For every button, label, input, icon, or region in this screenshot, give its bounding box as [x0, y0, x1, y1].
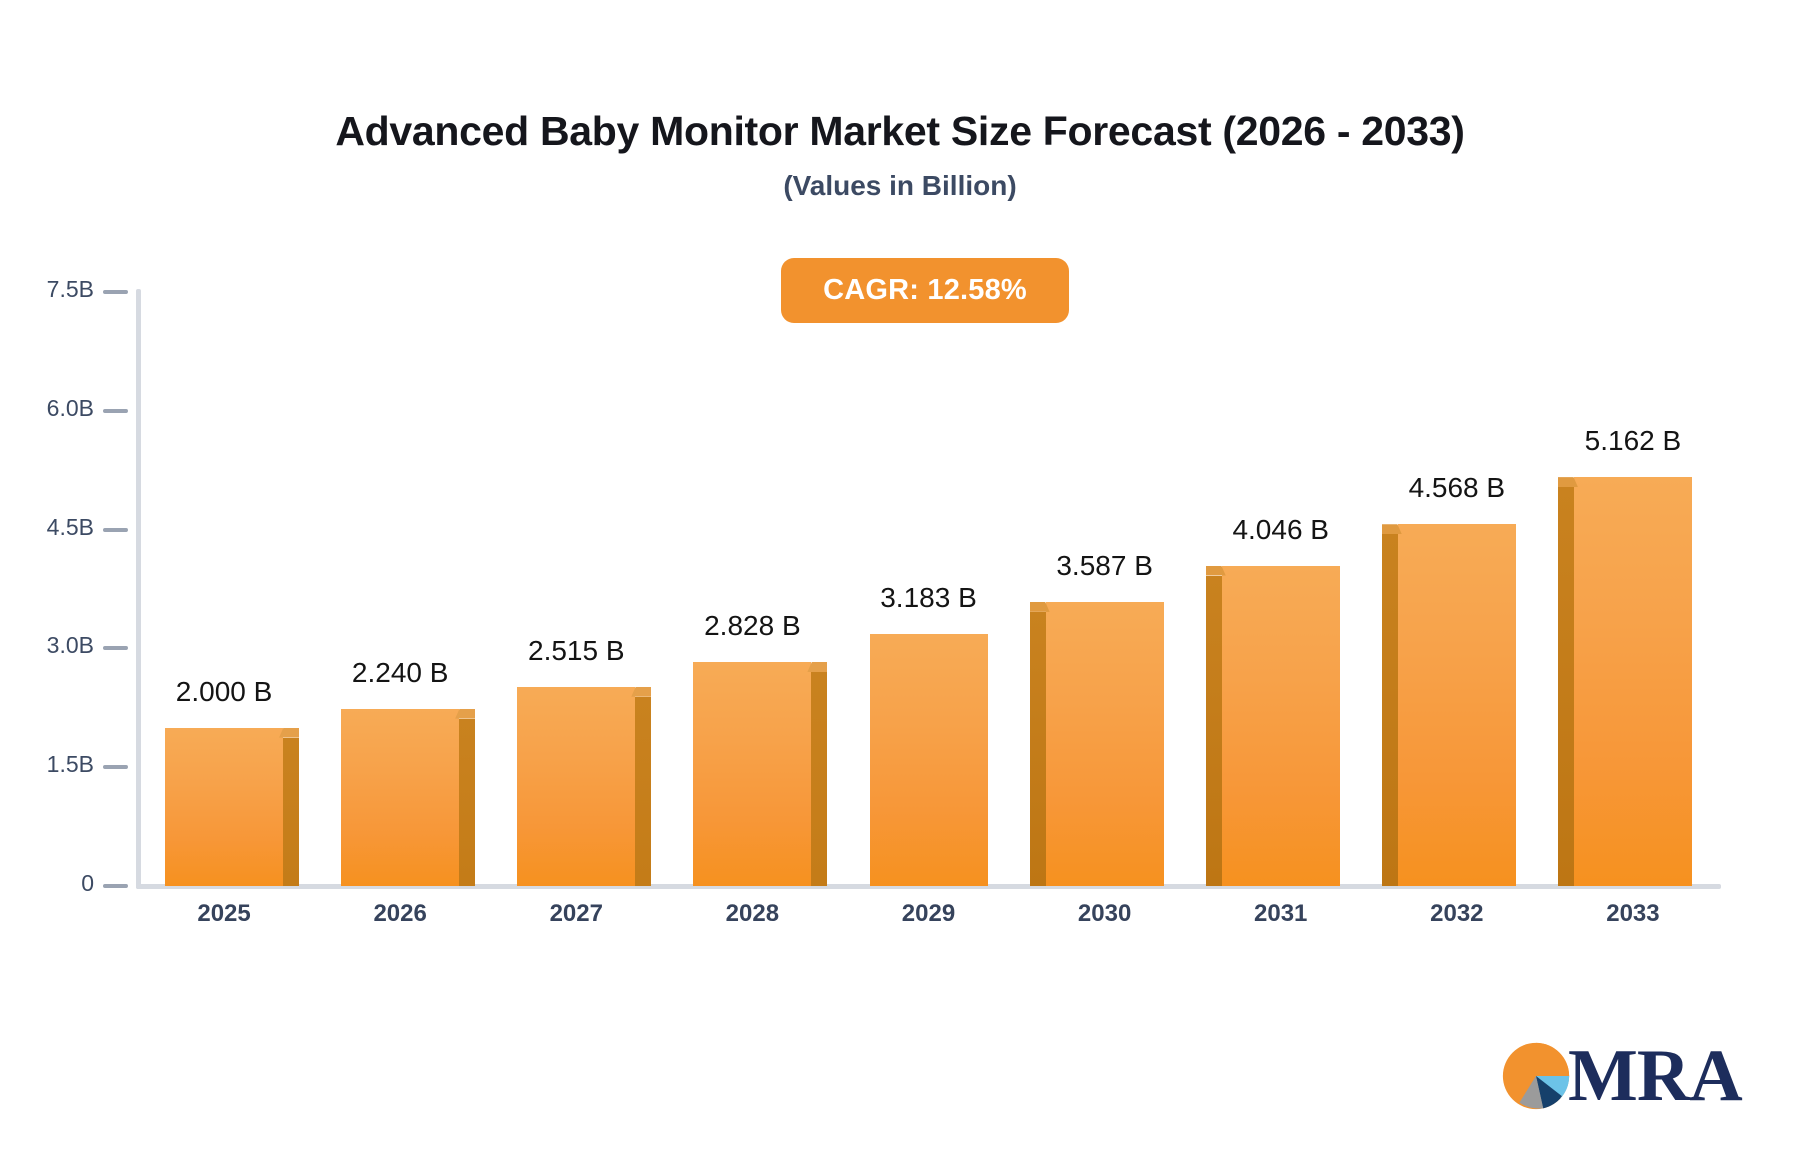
- bar-front-face: [1045, 601, 1164, 886]
- bar-side-face: [1205, 575, 1222, 886]
- bar-top-face: [455, 708, 476, 719]
- y-axis-tick-mark: [103, 646, 128, 651]
- bar-top-face: [631, 686, 652, 697]
- cagr-badge: CAGR: 12.58%: [781, 258, 1069, 323]
- bar-column[interactable]: [341, 0, 476, 1156]
- x-axis-category-label: 2030: [1077, 900, 1132, 927]
- bar-column[interactable]: [693, 0, 828, 1156]
- bar-top-face: [1029, 601, 1050, 612]
- bar-side-face: [635, 696, 652, 886]
- bar[interactable]: [693, 662, 828, 886]
- bar-value-label: 4.046 B: [1232, 513, 1329, 545]
- x-axis-category-label: 2032: [1430, 900, 1484, 927]
- y-axis-tick-mark: [103, 527, 128, 532]
- bar-top-face: [1557, 477, 1578, 488]
- bar[interactable]: [1029, 601, 1164, 886]
- x-axis-line: [136, 884, 1721, 889]
- y-axis-tick-mark: [103, 765, 128, 770]
- x-axis-category-label: 2026: [373, 900, 427, 927]
- x-axis-category-label: 2028: [725, 900, 780, 927]
- bar[interactable]: [165, 727, 300, 886]
- bar-side-face: [459, 718, 476, 886]
- y-axis-tick-label: 4.5B: [46, 513, 94, 540]
- bar-column[interactable]: [869, 0, 988, 1156]
- cagr-badge-label: CAGR: 12.58%: [823, 274, 1027, 306]
- bar-value-label: 5.162 B: [1584, 425, 1682, 457]
- bar-value-label: 4.568 B: [1408, 472, 1506, 504]
- bar-front-face: [341, 708, 460, 886]
- y-axis-tick-label: 1.5B: [46, 751, 94, 778]
- bar-column[interactable]: [1381, 0, 1516, 1156]
- bar-front-face: [1573, 477, 1692, 886]
- bar-column[interactable]: [1205, 0, 1340, 1156]
- bar-side-face: [1029, 611, 1046, 886]
- bar-value-label: 3.183 B: [880, 581, 977, 613]
- bar-front-face: [693, 662, 812, 886]
- bar[interactable]: [1205, 565, 1340, 886]
- bar-column[interactable]: [1557, 0, 1692, 1156]
- bar-side-face: [1381, 534, 1398, 886]
- bar-front-face: [1221, 565, 1340, 886]
- y-axis-tick-label: 3.0B: [46, 632, 94, 659]
- bar-value-label: 2.515 B: [528, 634, 625, 666]
- bar-front-face: [165, 727, 284, 886]
- bar-column[interactable]: [517, 0, 652, 1156]
- bar-series: 2.000 B 2025 2.240 B 2026 2.515 B 2027 2.828 B…: [136, 0, 1721, 1156]
- bar-front-face: [517, 686, 636, 886]
- x-axis-category-label: 2025: [197, 900, 251, 927]
- y-axis-tick-label: 7.5B: [46, 276, 94, 302]
- bar-side-face: [1557, 487, 1574, 886]
- bar-value-label: 3.587 B: [1056, 549, 1153, 581]
- bar-front-face: [869, 633, 988, 886]
- logo-wordmark: MRA: [1568, 1035, 1743, 1117]
- chart-title: Advanced Baby Monitor Market Size Foreca…: [335, 108, 1465, 154]
- bar-value-label: 2.000 B: [175, 675, 273, 707]
- chart-subtitle: (Values in Billion): [783, 170, 1017, 201]
- y-axis-tick-mark: [103, 884, 128, 888]
- bar-column[interactable]: [165, 0, 300, 1156]
- bar-top-face: [279, 727, 300, 738]
- y-axis-tick-label: 0: [81, 870, 94, 896]
- bar[interactable]: [517, 686, 652, 886]
- bar-side-face: [811, 672, 828, 886]
- bar-front-face: [1397, 524, 1516, 886]
- bar-top-face: [807, 662, 828, 673]
- y-axis-line: [136, 289, 141, 889]
- y-axis-tick-mark: [103, 290, 128, 294]
- x-axis-category-label: 2033: [1606, 900, 1660, 927]
- mra-logo: MRA: [1500, 1030, 1743, 1122]
- x-axis-category-label: 2027: [549, 900, 603, 927]
- bar-column[interactable]: [1029, 0, 1164, 1156]
- bar-top-face: [1205, 565, 1226, 576]
- bar-value-label: 2.828 B: [704, 610, 801, 642]
- bar[interactable]: [1381, 524, 1516, 886]
- x-axis-category-label: 2031: [1254, 900, 1308, 927]
- pie-chart-icon: [1502, 1042, 1570, 1110]
- bar[interactable]: [869, 633, 988, 886]
- bar[interactable]: [341, 708, 476, 886]
- y-axis-tick-mark: [103, 408, 128, 413]
- bar[interactable]: [1557, 477, 1692, 886]
- y-axis-tick-label: 6.0B: [46, 394, 94, 421]
- x-axis-category-label: 2029: [901, 900, 956, 927]
- bar-side-face: [283, 737, 300, 886]
- bar-top-face: [1381, 524, 1402, 535]
- bar-value-label: 2.240 B: [351, 656, 449, 688]
